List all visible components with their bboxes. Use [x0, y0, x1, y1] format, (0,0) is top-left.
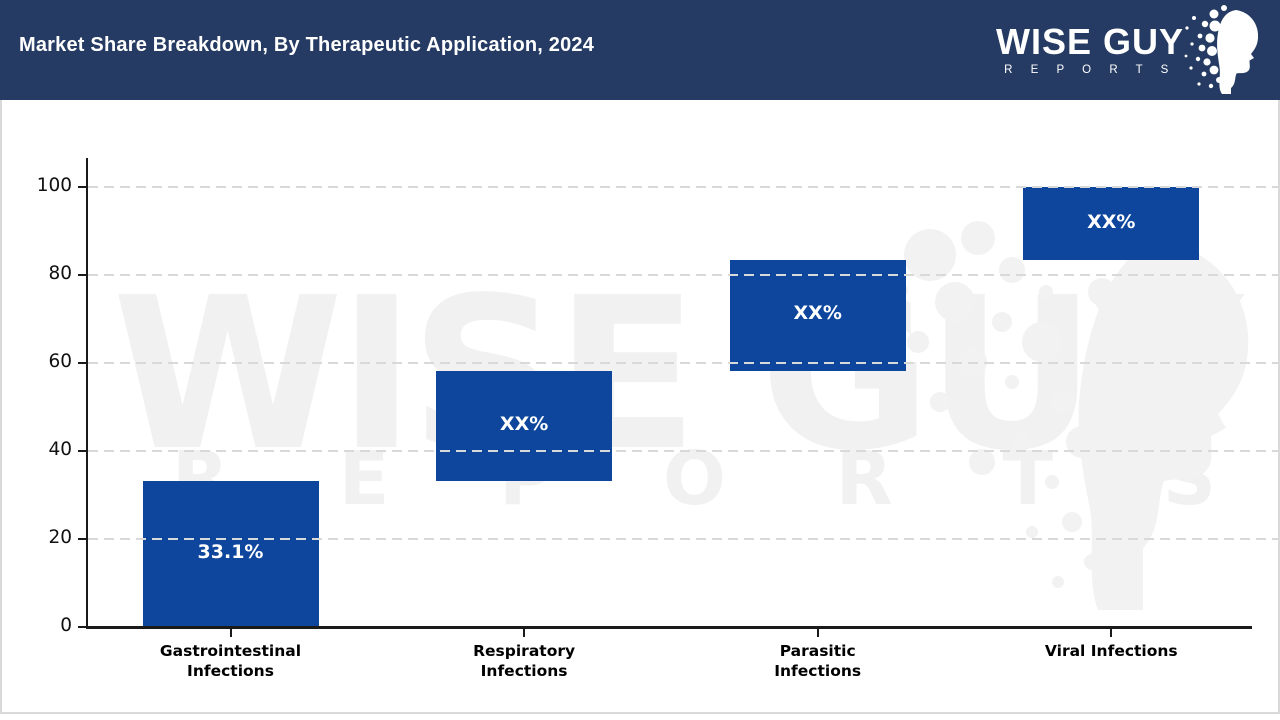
logo-subtitle: R E P O R T S [1004, 64, 1176, 76]
x-axis-category-label: Respiratory Infections [389, 641, 659, 682]
wiseguy-logo: WISE GUY R E P O R T S [996, 4, 1266, 96]
bar-value-label: XX% [793, 302, 842, 325]
category-label-line: Infections [480, 662, 568, 681]
y-axis-tick [78, 626, 86, 628]
x-axis-category-label: Viral Infections [976, 641, 1246, 661]
bar-segment [142, 481, 319, 627]
category-label-line: Infections [187, 662, 274, 681]
y-axis-tick [78, 450, 86, 452]
category-label-line: Gastrointestinal [159, 642, 302, 660]
gridline [88, 186, 1278, 188]
bar-value-label: 33.1% [197, 541, 264, 564]
bar-segment [436, 370, 613, 482]
watermark-subtitle: R E P O R T S [172, 436, 1259, 522]
bar-segment [1023, 187, 1200, 261]
chart-title: Market Share Breakdown, By Therapeutic A… [19, 34, 595, 56]
gridline [88, 538, 1278, 540]
x-axis-category-label: Gastrointestinal Infections [96, 641, 366, 682]
category-label-line: Respiratory [473, 642, 576, 660]
logo-face-icon [1184, 5, 1259, 94]
y-axis-tick [78, 274, 86, 276]
bar-value-label: XX% [1087, 210, 1136, 233]
x-axis-tick [523, 629, 526, 637]
y-axis-tick [78, 186, 86, 188]
y-axis-tick-label: 20 [48, 527, 72, 548]
watermark-wordmark: WISE GUY [112, 252, 1243, 497]
y-axis-tick [78, 362, 86, 364]
y-axis-tick-label: 40 [48, 439, 72, 460]
x-axis-tick [816, 629, 819, 637]
header-banner: Market Share Breakdown, By Therapeutic A… [0, 0, 1280, 100]
x-axis-tick [229, 629, 232, 637]
y-axis-tick-label: 100 [36, 175, 72, 196]
y-axis-spine [86, 158, 88, 628]
x-axis-tick [1110, 629, 1113, 637]
bar-segment [729, 260, 906, 371]
x-axis-spine [86, 626, 1252, 629]
y-axis-tick-label: 0 [60, 615, 72, 636]
category-label-line: Parasitic [779, 642, 856, 660]
logo-wordmark: WISE GUY [995, 21, 1184, 62]
gridline [88, 274, 1278, 276]
gridline [88, 450, 1278, 452]
gridline [88, 362, 1278, 364]
logo-text-block: WISE GUY R E P O R T S [995, 21, 1184, 77]
category-label-line: Infections [774, 662, 862, 681]
y-axis-tick [78, 538, 86, 540]
x-axis-category-label: Parasitic Infections [683, 641, 953, 682]
category-label-line: Viral Infections [1044, 642, 1178, 660]
bar-value-label: XX% [499, 413, 549, 436]
y-axis-tick-label: 60 [48, 351, 72, 372]
y-axis-tick-label: 80 [48, 263, 72, 284]
